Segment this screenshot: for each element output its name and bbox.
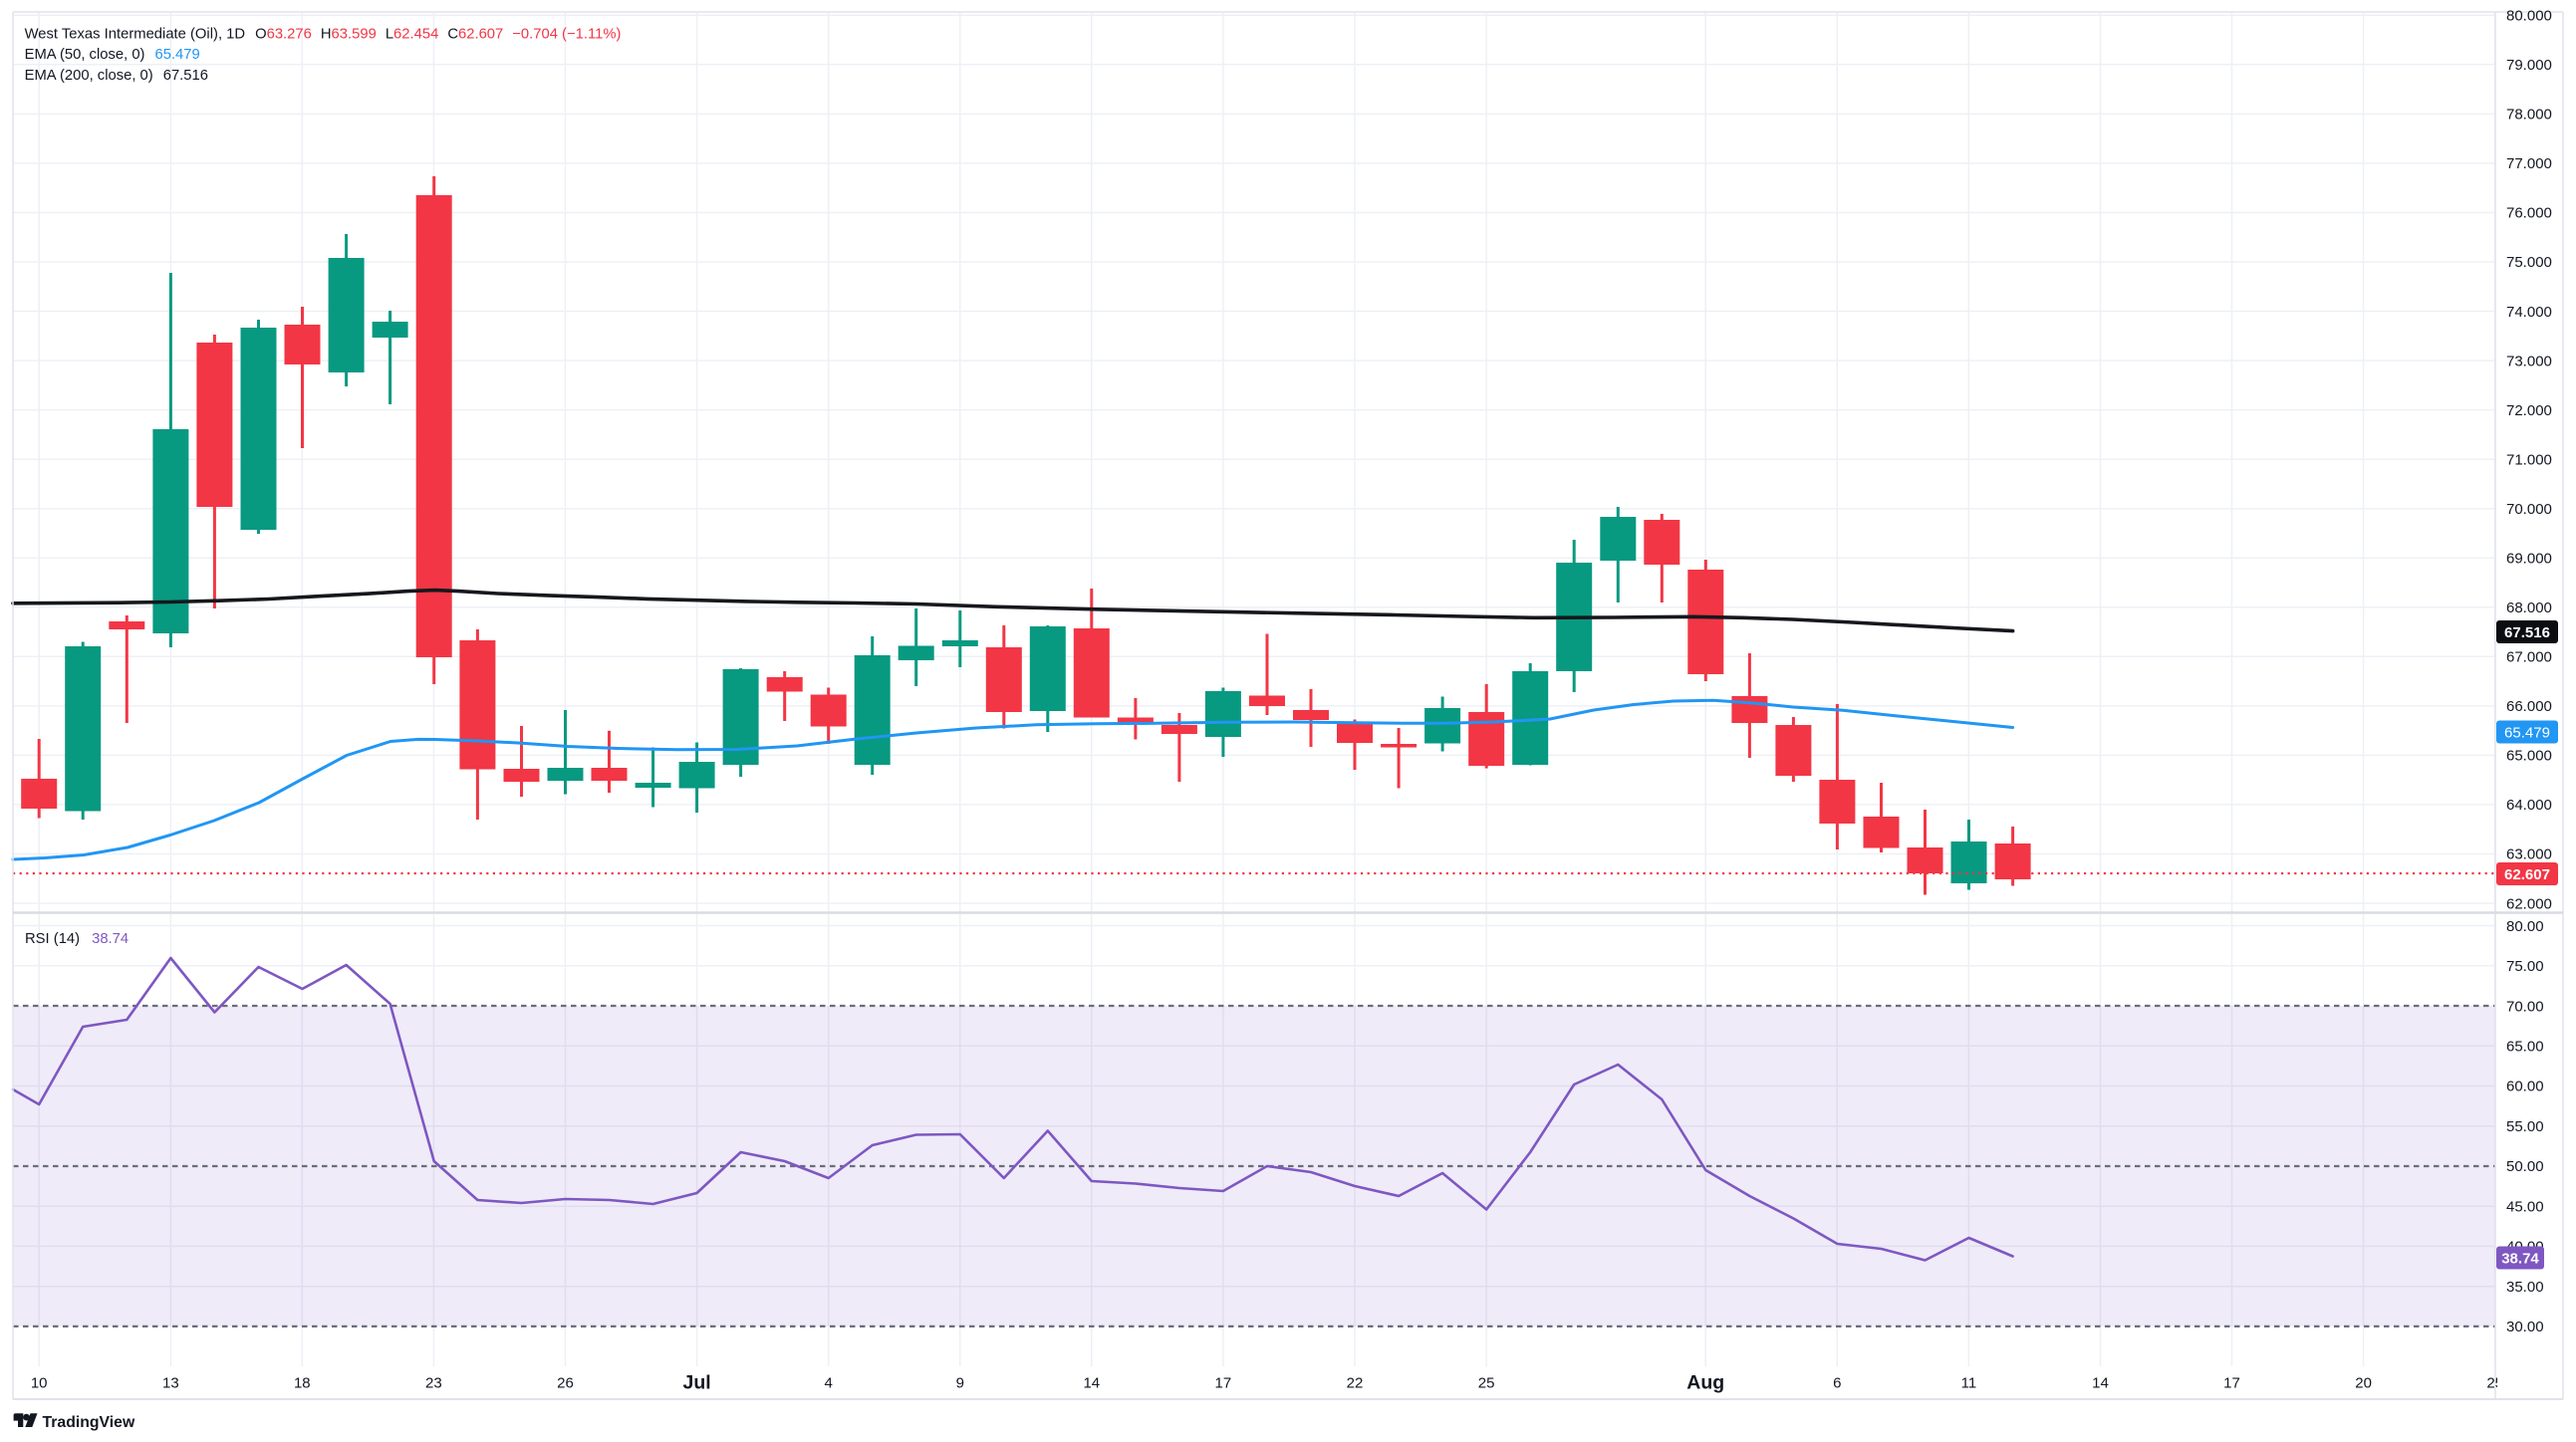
svg-text:17: 17 xyxy=(2223,1375,2240,1392)
svg-text:76.000: 76.000 xyxy=(2506,205,2552,222)
svg-text:71.000: 71.000 xyxy=(2506,451,2552,468)
svg-text:25: 25 xyxy=(2486,1375,2503,1392)
svg-text:TradingView: TradingView xyxy=(43,1414,135,1431)
svg-text:Aug: Aug xyxy=(1686,1372,1724,1394)
svg-text:75.000: 75.000 xyxy=(2506,254,2552,271)
svg-text:25: 25 xyxy=(1478,1375,1495,1392)
svg-text:78.000: 78.000 xyxy=(2506,107,2552,123)
svg-text:80.00: 80.00 xyxy=(2506,918,2544,935)
svg-text:EMA (200, close, 0)67.516: EMA (200, close, 0) 67.516 xyxy=(25,68,208,84)
svg-text:70.000: 70.000 xyxy=(2506,501,2552,518)
svg-text:65.479: 65.479 xyxy=(2504,724,2550,741)
svg-text:80.000: 80.000 xyxy=(2506,8,2552,25)
svg-text:West Texas Intermediate (Oil),: West Texas Intermediate (Oil), 1D O63.276… xyxy=(25,27,622,43)
svg-text:13: 13 xyxy=(162,1375,179,1392)
svg-text:14: 14 xyxy=(1083,1375,1100,1392)
svg-text:70.00: 70.00 xyxy=(2506,998,2544,1015)
svg-text:65.00: 65.00 xyxy=(2506,1039,2544,1056)
svg-text:69.000: 69.000 xyxy=(2506,551,2552,568)
svg-text:Jul: Jul xyxy=(683,1372,711,1394)
svg-text:9: 9 xyxy=(956,1375,964,1392)
svg-text:RSI (14)38.74: RSI (14) 38.74 xyxy=(25,931,129,947)
svg-text:50.00: 50.00 xyxy=(2506,1158,2544,1175)
svg-text:65.000: 65.000 xyxy=(2506,748,2552,765)
svg-text:72.000: 72.000 xyxy=(2506,402,2552,419)
svg-text:75.00: 75.00 xyxy=(2506,958,2544,975)
svg-text:18: 18 xyxy=(294,1375,311,1392)
svg-text:26: 26 xyxy=(557,1375,574,1392)
svg-text:14: 14 xyxy=(2092,1375,2109,1392)
svg-text:62.607: 62.607 xyxy=(2504,866,2550,883)
svg-text:77.000: 77.000 xyxy=(2506,155,2552,172)
svg-text:74.000: 74.000 xyxy=(2506,304,2552,321)
svg-text:66.000: 66.000 xyxy=(2506,698,2552,715)
svg-text:68.000: 68.000 xyxy=(2506,600,2552,616)
svg-text:55.00: 55.00 xyxy=(2506,1118,2544,1135)
svg-text:63.000: 63.000 xyxy=(2506,846,2552,863)
svg-text:45.00: 45.00 xyxy=(2506,1198,2544,1215)
svg-text:17: 17 xyxy=(1215,1375,1232,1392)
svg-text:11: 11 xyxy=(1961,1375,1977,1392)
svg-text:10: 10 xyxy=(31,1375,48,1392)
svg-text:30.00: 30.00 xyxy=(2506,1319,2544,1335)
svg-text:67.000: 67.000 xyxy=(2506,649,2552,666)
svg-text:79.000: 79.000 xyxy=(2506,57,2552,74)
svg-text:23: 23 xyxy=(425,1375,442,1392)
svg-text:20: 20 xyxy=(2355,1375,2372,1392)
svg-text:35.00: 35.00 xyxy=(2506,1279,2544,1296)
svg-text:64.000: 64.000 xyxy=(2506,797,2552,814)
svg-text:73.000: 73.000 xyxy=(2506,353,2552,369)
svg-text:4: 4 xyxy=(825,1375,833,1392)
svg-text:62.000: 62.000 xyxy=(2506,895,2552,912)
svg-text:EMA (50, close, 0)65.479: EMA (50, close, 0) 65.479 xyxy=(25,47,200,63)
svg-text:22: 22 xyxy=(1347,1375,1364,1392)
svg-text:60.00: 60.00 xyxy=(2506,1079,2544,1095)
svg-text:6: 6 xyxy=(1833,1375,1841,1392)
svg-text:67.516: 67.516 xyxy=(2504,624,2550,641)
svg-text:38.74: 38.74 xyxy=(2501,1250,2539,1267)
